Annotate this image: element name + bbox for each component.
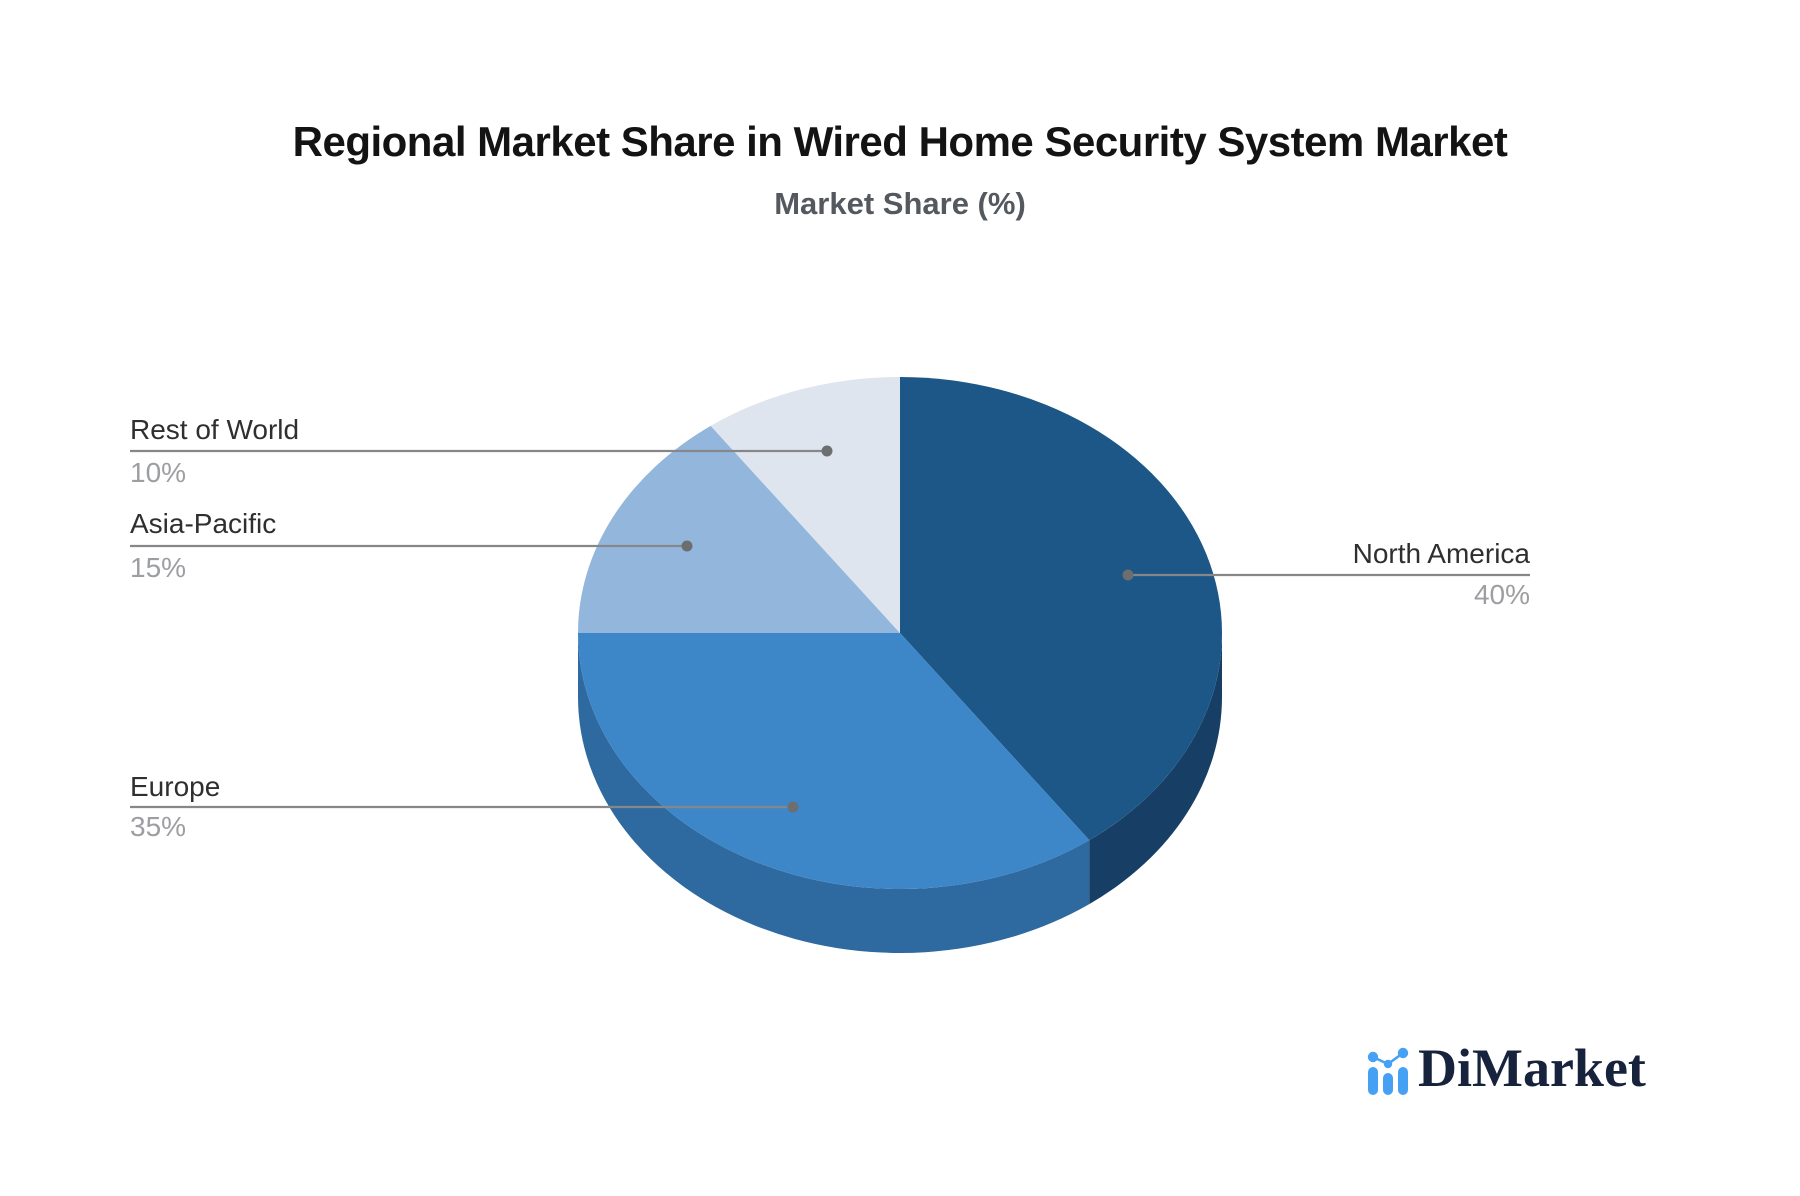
callout-value-north-america: 40% [1473,579,1530,610]
pie-slice-europe[interactable] [578,633,1090,890]
chart-subtitle: Market Share (%) [774,186,1026,221]
callout-label-asia-pacific: Asia-Pacific [130,508,277,539]
logo-bar-1 [1368,1067,1378,1095]
leader-lines [130,449,1530,809]
logo-bar-3 [1398,1067,1408,1095]
pie-slice-rest-of-world[interactable] [710,377,900,633]
pie-rim-europe [578,633,1090,954]
leader-dots [681,445,1134,813]
brand-logo: DiMarket [1360,1038,1680,1108]
leader-dot-rest-of-world [821,445,833,457]
pie-rim-north-america [1089,633,1222,905]
callout-label-north-america: North America [1352,538,1530,569]
callout-label-europe: Europe [130,771,221,802]
chart-title: Regional Market Share in Wired Home Secu… [292,118,1508,165]
pie-slice-asia-pacific[interactable] [577,425,900,633]
leader-dot-north-america [1122,569,1134,581]
logo-dot-3 [1397,1047,1409,1059]
callout-value-asia-pacific: 15% [130,552,187,583]
logo-dot-1 [1367,1051,1379,1063]
callout-value-rest-of-world: 10% [130,457,187,488]
logo-bar-2 [1383,1073,1393,1095]
logo-dot-2 [1383,1059,1393,1069]
callout-value-europe: 35% [130,811,187,842]
leader-dot-asia-pacific [681,540,693,552]
callout-label-rest-of-world: Rest of World [130,414,300,445]
leader-dot-europe [787,801,799,813]
bar-line-chart-icon [1367,1047,1409,1095]
pie-slice-north-america[interactable] [900,377,1223,841]
brand-name: DiMarket [1418,1038,1646,1098]
